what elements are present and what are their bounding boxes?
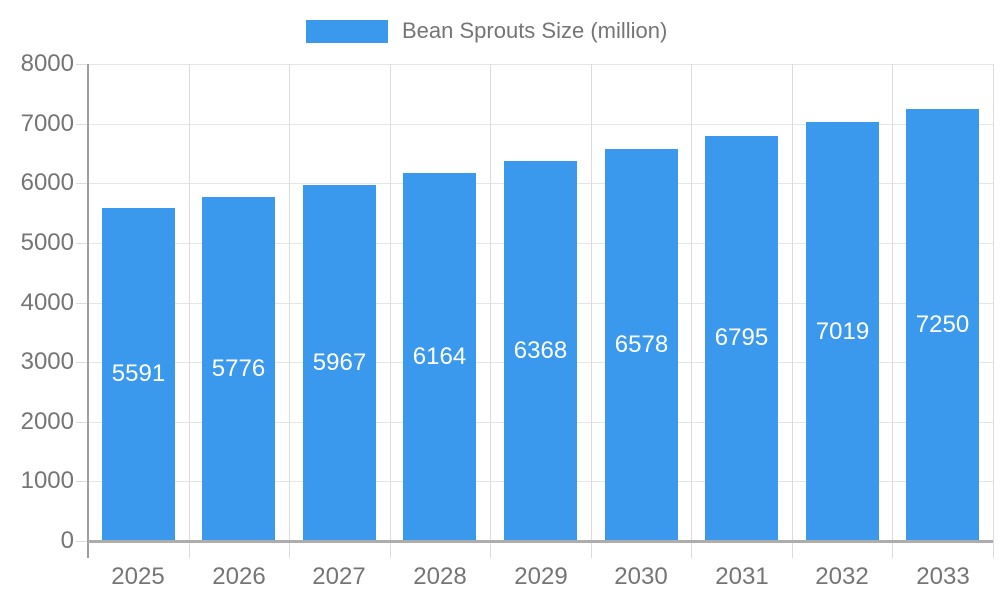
bar[interactable] (504, 161, 577, 541)
gridline-vertical (792, 64, 793, 541)
x-axis-tick (892, 541, 893, 558)
gridline-vertical (993, 64, 994, 541)
gridline-vertical (691, 64, 692, 541)
x-axis-label: 2028 (413, 563, 467, 590)
bar-value-label: 5776 (211, 355, 266, 382)
x-axis-label: 2031 (715, 563, 769, 590)
y-axis-label: 7000 (20, 110, 74, 137)
bar[interactable] (102, 208, 175, 541)
bar[interactable] (303, 185, 376, 541)
x-axis-tick (189, 541, 190, 558)
gridline-vertical (892, 64, 893, 541)
y-axis-label: 3000 (20, 348, 74, 375)
y-axis-label: 8000 (20, 50, 74, 77)
y-axis-line (87, 64, 89, 558)
legend-swatch (306, 19, 388, 43)
bar-value-label: 6578 (614, 331, 669, 358)
y-axis-label: 1000 (20, 467, 74, 494)
gridline-vertical (390, 64, 391, 541)
x-axis-label: 2032 (815, 563, 869, 590)
bar-value-label: 7019 (815, 318, 870, 345)
legend-label: Bean Sprouts Size (million) (402, 18, 668, 43)
x-axis-label: 2026 (212, 563, 266, 590)
x-axis-label: 2030 (614, 563, 668, 590)
x-axis-tick (390, 541, 391, 558)
chart-legend-item[interactable]: Bean Sprouts Size (million) (306, 18, 667, 44)
gridline-horizontal (88, 124, 993, 125)
y-axis-tick (76, 541, 88, 542)
gridline-vertical (289, 64, 290, 541)
x-axis-tick (591, 541, 592, 558)
bar-value-label: 6795 (714, 324, 769, 351)
bar[interactable] (705, 136, 778, 541)
gridline-vertical (189, 64, 190, 541)
x-axis-label: 2027 (312, 563, 366, 590)
gridline-horizontal (88, 64, 993, 65)
y-axis-label: 6000 (20, 169, 74, 196)
y-axis-tick (76, 303, 88, 304)
bar-value-label: 5591 (111, 360, 166, 387)
y-axis-tick (76, 362, 88, 363)
gridline-vertical (490, 64, 491, 541)
y-axis-label: 0 (60, 527, 74, 554)
y-axis-label: 4000 (20, 289, 74, 316)
x-axis-tick (792, 541, 793, 558)
x-axis-tick (691, 541, 692, 558)
bar[interactable] (906, 109, 979, 541)
bar[interactable] (605, 149, 678, 541)
x-axis-label: 2025 (111, 563, 165, 590)
x-axis-label: 2033 (916, 563, 970, 590)
bar-value-label: 7250 (915, 311, 970, 338)
bar[interactable] (806, 122, 879, 541)
y-axis-tick (76, 64, 88, 65)
bar-value-label: 5967 (312, 349, 367, 376)
bar-value-label: 6368 (513, 337, 568, 364)
x-axis-tick (993, 541, 994, 558)
x-axis-tick (490, 541, 491, 558)
x-axis-line (88, 540, 993, 543)
y-axis-tick (76, 422, 88, 423)
gridline-vertical (591, 64, 592, 541)
bar[interactable] (202, 197, 275, 541)
y-axis-tick (76, 481, 88, 482)
y-axis-label: 5000 (20, 229, 74, 256)
x-axis-label: 2029 (514, 563, 568, 590)
y-axis-tick (76, 124, 88, 125)
bar[interactable] (403, 173, 476, 541)
y-axis-tick (76, 243, 88, 244)
x-axis-tick (289, 541, 290, 558)
y-axis-tick (76, 183, 88, 184)
bar-value-label: 6164 (412, 343, 467, 370)
y-axis-label: 2000 (20, 408, 74, 435)
